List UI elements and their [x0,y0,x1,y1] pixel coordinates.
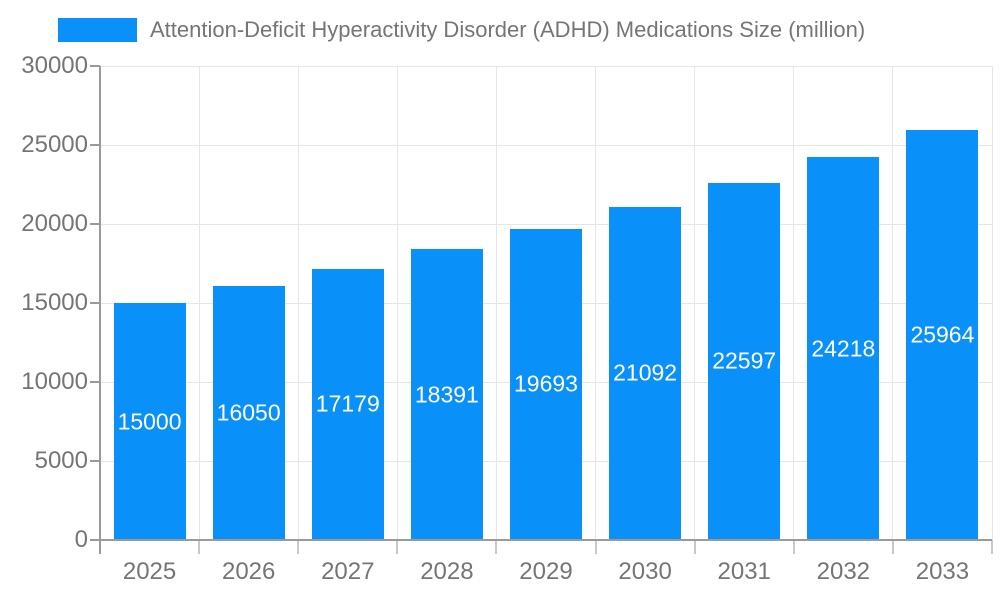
gridline-horizontal [100,65,992,67]
gridline-vertical [198,66,200,540]
x-axis-tick [891,540,894,554]
bar-2030[interactable] [609,206,682,540]
x-tick-label: 2032 [816,558,871,585]
x-axis-tick [396,540,399,554]
bar-value-label: 21092 [613,359,678,386]
x-tick-label: 2028 [420,558,474,585]
gridline-vertical [495,66,497,540]
bar-value-label: 16050 [216,399,281,426]
y-axis-tick [90,144,100,146]
y-axis-tick [90,302,100,304]
gridline-horizontal [100,223,992,225]
gridline-vertical [793,66,795,540]
x-tick-label: 2027 [321,558,375,585]
bar-value-label: 22597 [712,347,777,374]
bar-2025[interactable] [113,303,186,540]
gridline-vertical [991,66,993,540]
x-axis-tick [991,540,993,554]
gridline-vertical [396,66,398,540]
legend-swatch [58,18,137,42]
x-axis-tick [792,540,795,554]
x-axis-tick [693,540,696,554]
y-tick-label: 10000 [21,368,88,395]
y-axis-tick [90,223,100,225]
bar-2031[interactable] [708,182,781,540]
y-tick-label: 20000 [21,210,88,237]
gridline-vertical [892,66,894,540]
x-tick-label: 2025 [122,558,177,585]
bar-value-label: 17179 [315,390,380,417]
y-axis-tick [90,65,100,67]
bar-value-label: 18391 [414,381,479,408]
y-tick-label: 25000 [21,131,88,158]
bar-value-label: 19693 [514,370,578,397]
x-axis-line [100,539,992,541]
y-tick-label: 30000 [21,52,88,79]
bar-2028[interactable] [410,249,483,540]
gridline-horizontal [100,144,992,146]
x-tick-label: 2026 [221,558,276,585]
y-axis-tick [90,381,100,383]
legend-item[interactable]: Attention-Deficit Hyperactivity Disorder… [58,16,865,44]
bar-value-label: 15000 [117,408,182,434]
x-axis-tick [495,540,498,554]
x-axis-tick [297,540,300,554]
x-axis-tick [594,540,597,554]
bar-2026[interactable] [212,286,285,540]
y-axis-tick [90,460,100,462]
bar-2029[interactable] [510,228,582,540]
bar-2032[interactable] [807,157,880,540]
bar-2027[interactable] [311,268,384,540]
chart-title: Attention-Deficit Hyperactivity Disorder… [150,17,866,42]
y-tick-label: 5000 [34,447,88,474]
y-axis-line [99,66,101,554]
y-tick-label: 15000 [21,289,88,316]
bar-value-label: 25964 [910,321,975,348]
x-axis-tick [198,540,201,554]
x-tick-label: 2033 [915,558,970,585]
y-tick-label: 0 [74,526,88,553]
gridline-vertical [297,66,299,540]
x-tick-label: 2031 [717,558,771,585]
x-tick-label: 2029 [519,558,573,585]
bar-2033[interactable] [906,129,979,540]
gridline-vertical [694,66,696,540]
gridline-vertical [595,66,597,540]
x-tick-label: 2030 [618,558,672,585]
y-axis-tick [90,539,100,541]
bar-value-label: 24218 [811,335,876,362]
